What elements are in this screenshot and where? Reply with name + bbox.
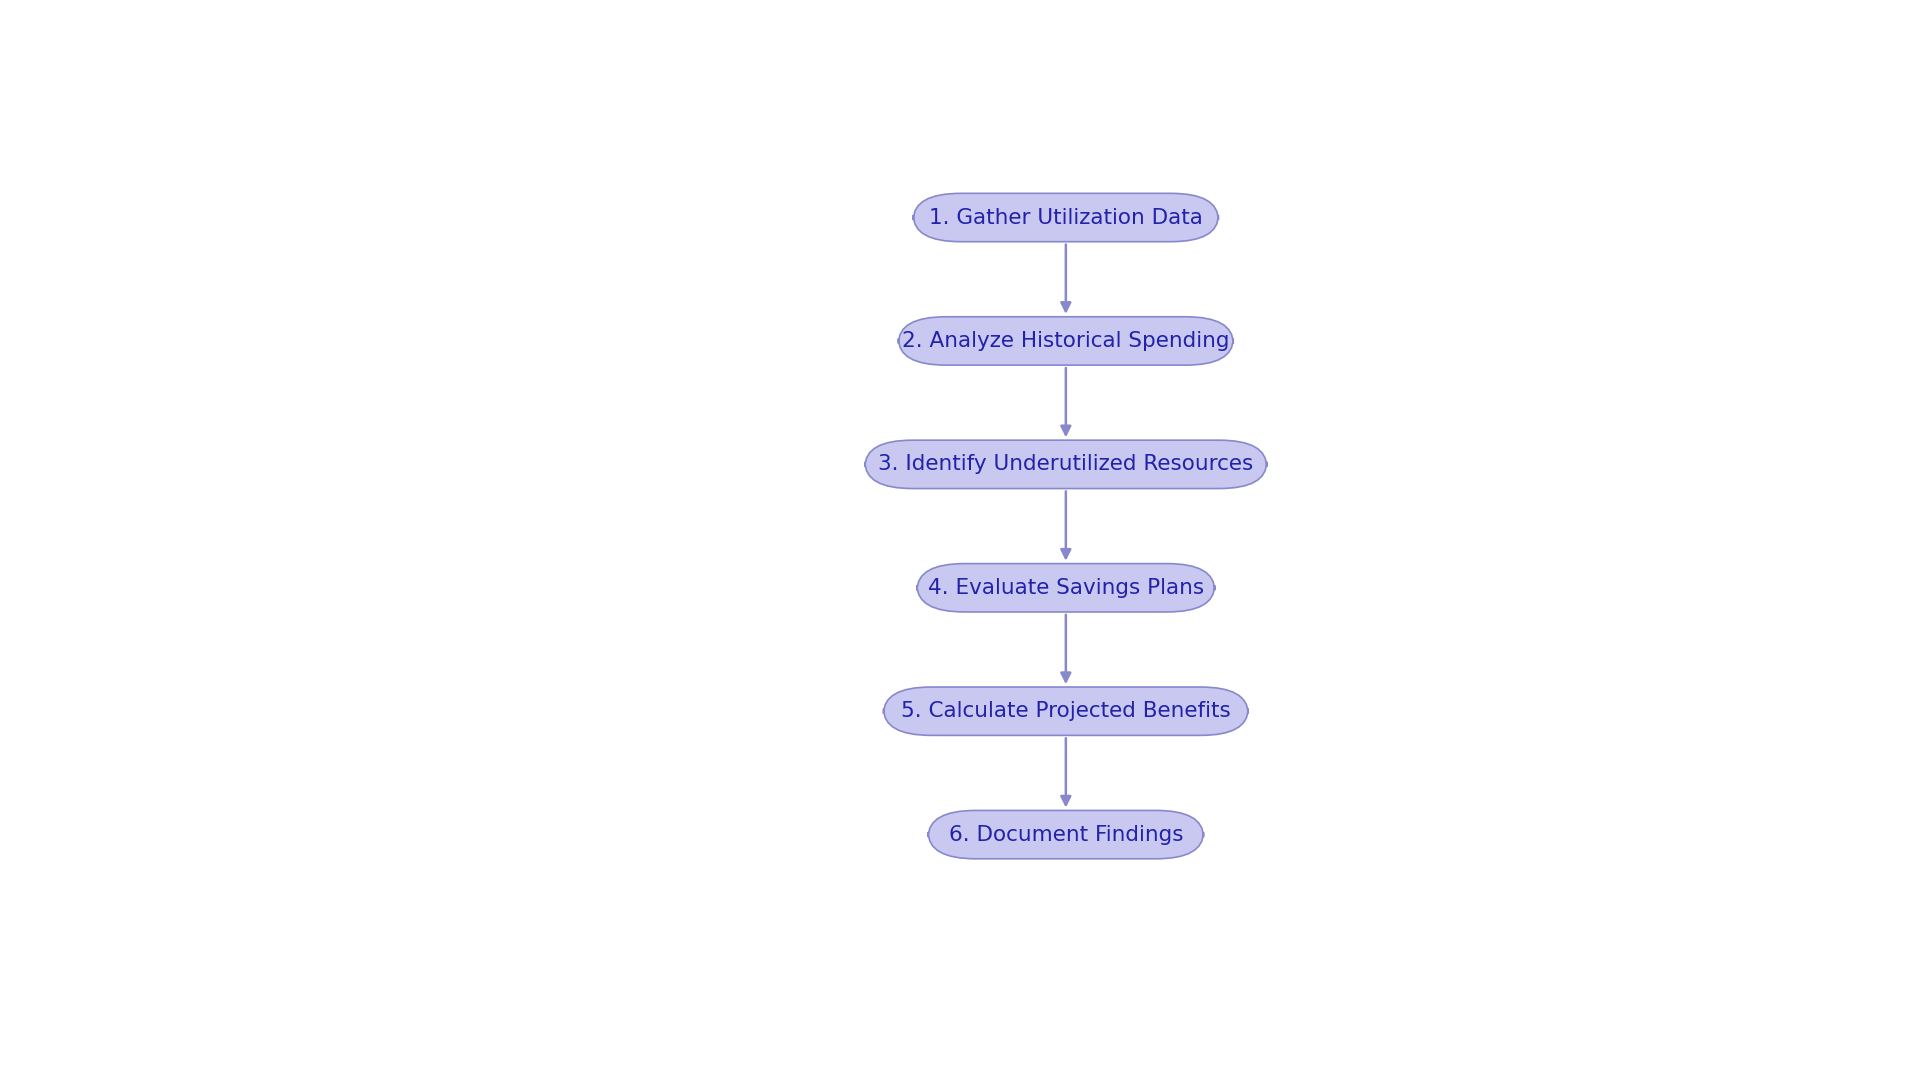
FancyBboxPatch shape <box>918 563 1215 612</box>
Text: 5. Calculate Projected Benefits: 5. Calculate Projected Benefits <box>900 701 1231 721</box>
FancyBboxPatch shape <box>927 810 1204 859</box>
Text: 6. Document Findings: 6. Document Findings <box>948 824 1183 845</box>
Text: 4. Evaluate Savings Plans: 4. Evaluate Savings Plans <box>927 577 1204 598</box>
FancyBboxPatch shape <box>883 687 1248 735</box>
FancyBboxPatch shape <box>899 316 1233 365</box>
Text: 2. Analyze Historical Spending: 2. Analyze Historical Spending <box>902 331 1229 351</box>
Text: 1. Gather Utilization Data: 1. Gather Utilization Data <box>929 208 1202 227</box>
FancyBboxPatch shape <box>914 194 1219 242</box>
FancyBboxPatch shape <box>864 440 1267 488</box>
Text: 3. Identify Underutilized Resources: 3. Identify Underutilized Resources <box>877 455 1254 474</box>
